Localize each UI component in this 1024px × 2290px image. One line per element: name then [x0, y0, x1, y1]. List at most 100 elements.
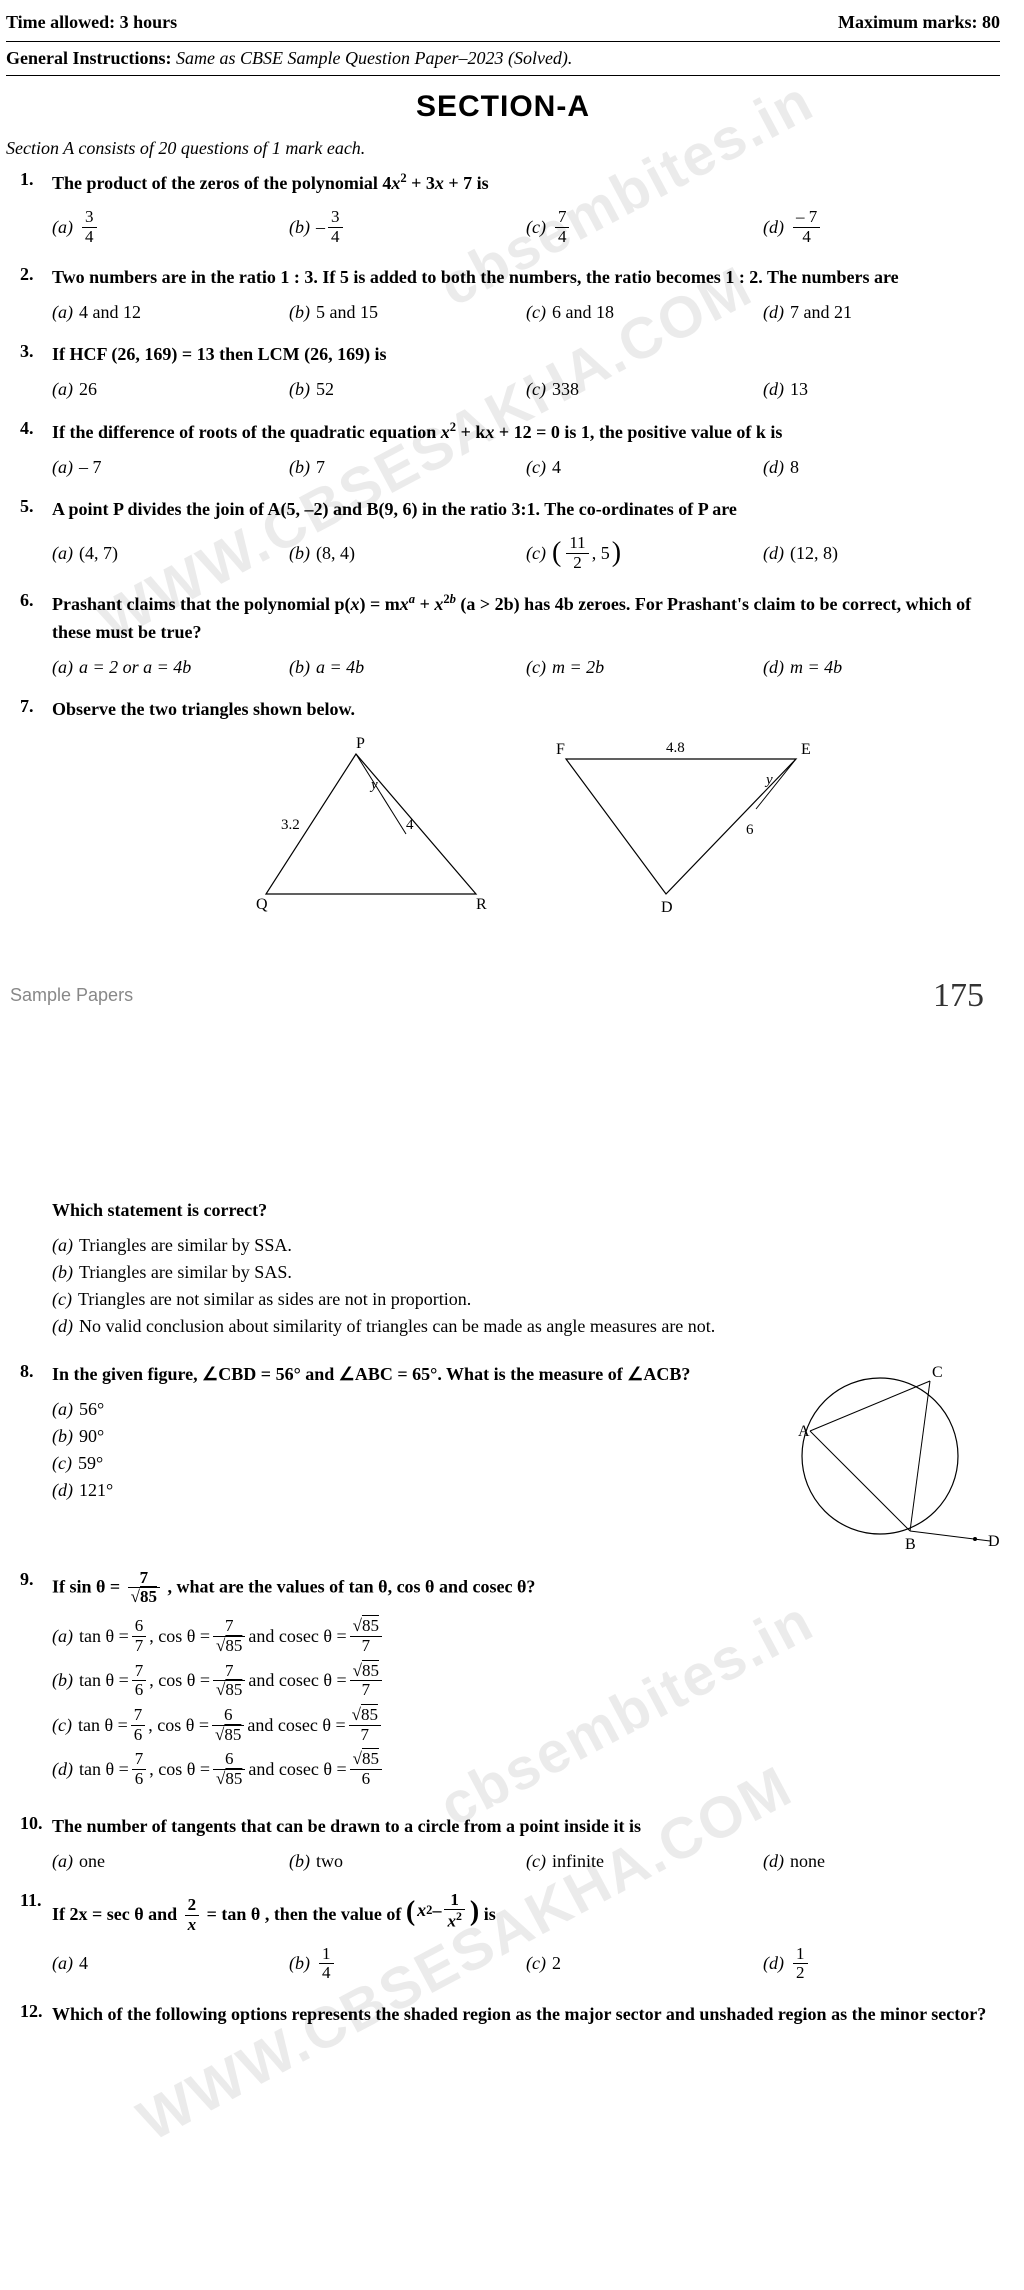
t: ) = m [360, 594, 400, 614]
page-1: Time allowed: 3 hours Maximum marks: 80 … [0, 0, 1024, 967]
question-9: 9. If sin θ = 7√85 , what are the values… [6, 1569, 1000, 1795]
n: 85 [362, 1661, 379, 1680]
v: 90° [79, 1426, 104, 1447]
question-5: 5. A point P divides the join of A(5, –2… [6, 496, 1000, 572]
options: (a) tan θ = 67, cos θ = 7√85 and cosec θ… [52, 1617, 1000, 1795]
n: 7 [132, 1750, 147, 1770]
v: two [316, 1851, 343, 1872]
svg-text:D: D [661, 899, 673, 914]
lbl: (c) [526, 217, 546, 238]
q-num: 4. [20, 418, 34, 439]
lbl: (b) [52, 1262, 73, 1283]
header-row: Time allowed: 3 hours Maximum marks: 80 [6, 12, 1000, 33]
lbl: (c) [526, 1851, 546, 1872]
d: 6 [132, 1681, 147, 1700]
v: 2 [552, 1953, 561, 1974]
opt-d: (d)121° [52, 1480, 621, 1501]
lbl: (d) [763, 1953, 784, 1974]
question-10: 10. The number of tangents that can be d… [6, 1813, 1000, 1872]
n: 11 [566, 534, 588, 554]
v: 52 [316, 379, 334, 400]
general-instructions: General Instructions: Same as CBSE Sampl… [6, 41, 1000, 76]
svg-text:A: A [798, 1423, 810, 1440]
opt-a: (a)4 [52, 1945, 289, 1983]
opt-c: (c)m = 2b [526, 657, 763, 678]
n: 6 [212, 1706, 244, 1726]
lbl: (d) [763, 457, 784, 478]
v: 5 and 15 [316, 302, 378, 323]
lbl: (c) [52, 1715, 72, 1736]
n: 3 [328, 208, 343, 228]
q-num: 6. [20, 590, 34, 611]
opt-d: (d)m = 4b [763, 657, 1000, 678]
opt-b: (b) tan θ = 76, cos θ = 7√85 and cosec θ… [52, 1662, 1000, 1700]
n: – 7 [793, 208, 820, 228]
opt-a: (a)a = 2 or a = 4b [52, 657, 289, 678]
q-num: 10. [20, 1813, 43, 1834]
opt-b: (b)7 [289, 457, 526, 478]
t: Prashant claims that the polynomial p( [52, 594, 351, 614]
opt-d: (d)12 [763, 1945, 1000, 1983]
lbl: (b) [289, 1953, 310, 1974]
q-num: 12. [20, 2001, 43, 2022]
lbl: (a) [52, 657, 73, 678]
question-11: 11. If 2x = sec θ and 2x = tan θ , then … [6, 1890, 1000, 1983]
lbl: (c) [526, 379, 546, 400]
q-text: Observe the two triangles shown below. [52, 696, 1000, 724]
n: 7 [213, 1662, 245, 1682]
t: + 7 is [444, 173, 489, 193]
d: 2 [566, 554, 588, 573]
n: 1 [319, 1945, 334, 1965]
question-2: 2. Two numbers are in the ratio 1 : 3. I… [6, 264, 1000, 323]
q-text: Which statement is correct? [52, 1197, 1000, 1225]
opt-c: (c)59° [52, 1453, 621, 1474]
opt-a: (a)26 [52, 379, 289, 400]
lbl: (d) [763, 302, 784, 323]
lbl: (b) [289, 457, 310, 478]
n: 1 [444, 1891, 464, 1911]
q-text: A point P divides the join of A(5, –2) a… [52, 496, 1000, 524]
lbl: (a) [52, 1235, 73, 1256]
opt-a: (a)– 7 [52, 457, 289, 478]
d: 4 [82, 228, 97, 247]
lbl: (b) [289, 1851, 310, 1872]
opt-d: (d) tan θ = 76, cos θ = 6√85 and cosec θ… [52, 1750, 1000, 1788]
svg-text:D: D [988, 1533, 1000, 1550]
v: infinite [552, 1851, 604, 1872]
n: 85 [361, 1705, 378, 1724]
q-text: Prashant claims that the polynomial p(x)… [52, 590, 1000, 647]
options: (a)4 (b)14 (c)2 (d)12 [52, 1945, 1000, 1983]
lbl: (d) [763, 657, 784, 678]
section-note: Section A consists of 20 questions of 1 … [6, 138, 1000, 159]
opt-a: (a)one [52, 1851, 289, 1872]
n: 3 [82, 208, 97, 228]
n: 6 [132, 1617, 147, 1637]
v: 121° [79, 1480, 113, 1501]
q-text: If the difference of roots of the quadra… [52, 418, 1000, 447]
v: 59° [78, 1453, 103, 1474]
opt-b: (b) – 34 [289, 208, 526, 246]
lbl: (a) [52, 1626, 73, 1647]
lbl: (b) [289, 379, 310, 400]
lbl: (c) [52, 1289, 72, 1310]
lbl: (d) [52, 1316, 73, 1337]
lbl: (b) [289, 302, 310, 323]
svg-text:P: P [356, 735, 365, 752]
n: 7 [128, 1569, 160, 1589]
q-text: If 2x = sec θ and 2x = tan θ , then the … [52, 1890, 1000, 1935]
d: 6 [131, 1726, 146, 1745]
opt-c: (c) tan θ = 76, cos θ = 6√85 and cosec θ… [52, 1706, 1000, 1744]
opt-c: (c)4 [526, 457, 763, 478]
v: 8 [790, 457, 799, 478]
lbl: (a) [52, 379, 73, 400]
options: (a)4 and 12 (b)5 and 15 (c)6 and 18 (d)7… [52, 302, 1000, 323]
n: 6 [213, 1750, 245, 1770]
opt-d: (d) 8 [763, 457, 1000, 478]
t: If sin θ = [52, 1576, 125, 1596]
v: (4, 7) [79, 543, 118, 564]
t: + k [456, 422, 485, 442]
lbl: (c) [526, 543, 546, 564]
v: (8, 4) [316, 543, 355, 564]
q-text: Two numbers are in the ratio 1 : 3. If 5… [52, 264, 1000, 292]
lbl: (b) [289, 217, 310, 238]
